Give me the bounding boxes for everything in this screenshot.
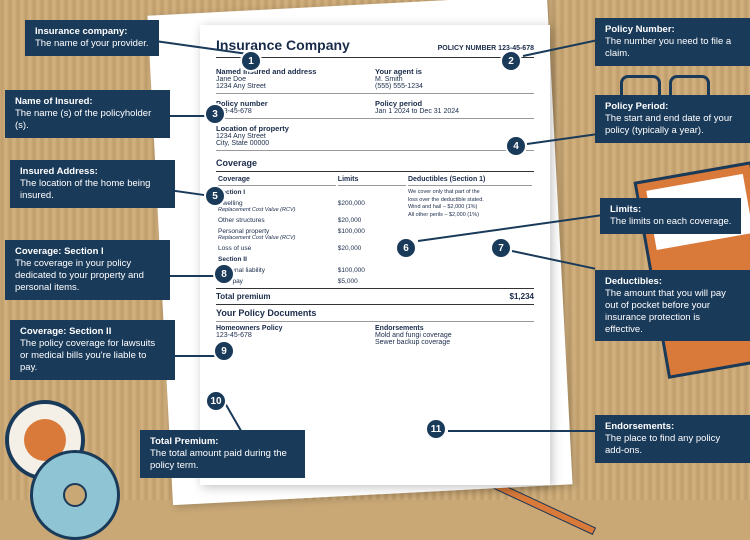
coverage-title: Coverage	[216, 155, 534, 172]
marker-9: 9	[213, 340, 235, 362]
col-deductibles: Deductibles (Section 1)	[408, 174, 532, 186]
callout-5: Insured Address:The location of the home…	[10, 160, 175, 208]
insured-addr: 1234 Any Street	[216, 83, 375, 90]
insured-name: Jane Doe	[216, 76, 375, 83]
period-label: Policy period	[375, 99, 534, 108]
callout-8: Coverage: Section IThe coverage in your …	[5, 240, 170, 300]
end-label: Endorsements	[375, 325, 534, 332]
marker-11: 11	[425, 418, 447, 440]
marker-5: 5	[204, 185, 226, 207]
marker-6: 6	[395, 237, 417, 259]
col-limits: Limits	[338, 174, 406, 186]
callout-4: Policy Period:The start and end date of …	[595, 95, 750, 143]
callout-6: Limits:The limits on each coverage.	[600, 198, 741, 234]
hp: Homeowners Policy	[216, 325, 375, 332]
donut	[30, 450, 120, 540]
marker-10: 10	[205, 390, 227, 412]
marker-7: 7	[490, 237, 512, 259]
callout-11: Endorsements:The place to find any polic…	[595, 415, 750, 463]
callout-7: Deductibles:The amount that you will pay…	[595, 270, 750, 341]
insured-label: Named insured and address	[216, 67, 375, 76]
e2: Sewer backup coverage	[375, 339, 534, 346]
callout-1: Insurance company:The name of your provi…	[25, 20, 159, 56]
agent-name: M. Smith	[375, 76, 534, 83]
marker-3: 3	[204, 103, 226, 125]
total-premium-val: $1,234	[510, 292, 534, 301]
callout-2: Policy Number:The number you need to fil…	[595, 18, 750, 66]
marker-8: 8	[213, 263, 235, 285]
loc-l2: City, State 00000	[216, 140, 534, 147]
col-coverage: Coverage	[218, 174, 336, 186]
marker-4: 4	[505, 135, 527, 157]
callout-10: Total Premium:The total amount paid duri…	[140, 430, 305, 478]
policy-number-header: POLICY NUMBER 123-45-678	[438, 45, 534, 52]
polnum-val: 123-45-678	[216, 108, 375, 115]
period-val: Jan 1 2024 to Dec 31 2024	[375, 108, 534, 115]
leader-line-8	[170, 275, 216, 277]
e1: Mold and fungi coverage	[375, 332, 534, 339]
total-premium-label: Total premium	[216, 292, 271, 301]
leader-line-11	[448, 430, 596, 432]
agent-phone: (555) 555-1234	[375, 83, 534, 90]
callout-3: Name of Insured:The name (s) of the poli…	[5, 90, 170, 138]
loc-label: Location of property	[216, 124, 534, 133]
callout-9: Coverage: Section IIThe policy coverage …	[10, 320, 175, 380]
leader-line-9	[173, 355, 215, 357]
marker-2: 2	[500, 50, 522, 72]
marker-1: 1	[240, 50, 262, 72]
hpn: 123-45-678	[216, 332, 375, 339]
loc-l1: 1234 Any Street	[216, 133, 534, 140]
docs-title: Your Policy Documents	[216, 305, 534, 322]
polnum-label: Policy number	[216, 99, 375, 108]
